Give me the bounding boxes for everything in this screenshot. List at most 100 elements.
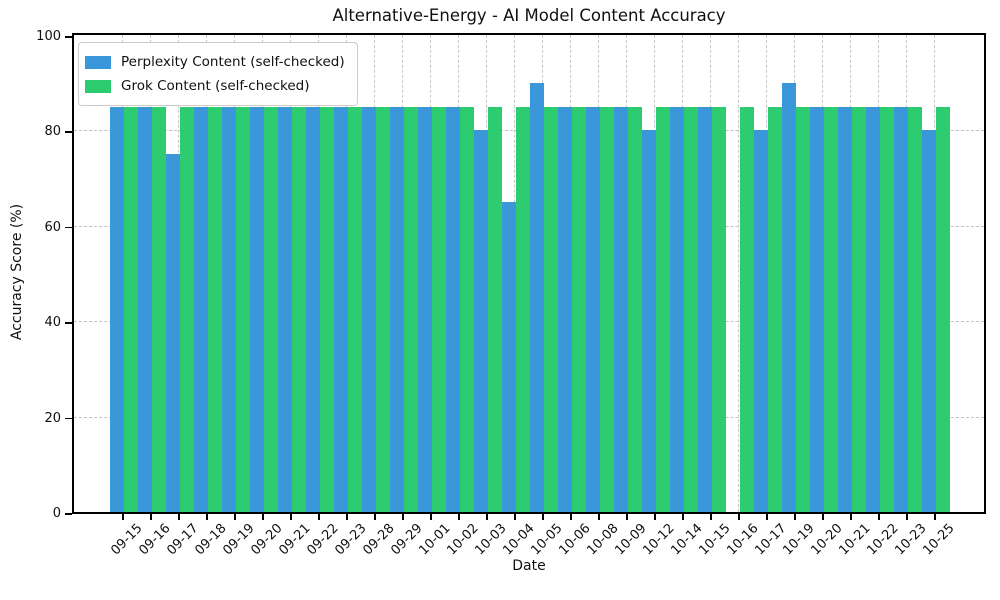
bar-grok bbox=[684, 106, 698, 512]
x-tick bbox=[766, 514, 768, 520]
x-tick bbox=[878, 514, 880, 520]
y-tick-label: 20 bbox=[44, 410, 61, 426]
bar-perplexity bbox=[110, 106, 124, 512]
x-tick bbox=[934, 514, 936, 520]
x-tick bbox=[206, 514, 208, 520]
y-tick bbox=[65, 513, 72, 515]
x-tick bbox=[234, 514, 236, 520]
bar-grok bbox=[768, 106, 782, 512]
x-axis-label: Date bbox=[512, 558, 546, 574]
bar-grok bbox=[824, 106, 838, 512]
legend-swatch-perplexity-icon bbox=[85, 55, 111, 69]
bar-perplexity bbox=[278, 106, 292, 512]
bar-perplexity bbox=[502, 201, 516, 512]
bar-grok bbox=[320, 106, 334, 512]
bar-grok bbox=[488, 106, 502, 512]
x-tick bbox=[402, 514, 404, 520]
x-tick bbox=[570, 514, 572, 520]
bar-grok bbox=[264, 106, 278, 512]
legend-item-perplexity: Perplexity Content (self-checked) bbox=[85, 50, 345, 74]
plot-area bbox=[72, 33, 986, 514]
bar-grok bbox=[124, 106, 138, 512]
bar-grok bbox=[404, 106, 418, 512]
legend-item-grok: Grok Content (self-checked) bbox=[85, 74, 345, 98]
x-tick bbox=[682, 514, 684, 520]
bar-perplexity bbox=[922, 130, 936, 512]
bar-perplexity bbox=[474, 130, 488, 512]
y-tick bbox=[65, 36, 72, 38]
bar-grok bbox=[376, 106, 390, 512]
bar-perplexity bbox=[698, 106, 712, 512]
x-tick bbox=[122, 514, 124, 520]
y-tick-label: 60 bbox=[44, 219, 61, 235]
bar-perplexity bbox=[838, 106, 852, 512]
legend-label-perplexity: Perplexity Content (self-checked) bbox=[121, 54, 345, 70]
x-tick bbox=[654, 514, 656, 520]
x-tick bbox=[374, 514, 376, 520]
y-axis-label: Accuracy Score (%) bbox=[9, 203, 25, 341]
bar-perplexity bbox=[138, 106, 152, 512]
x-tick bbox=[178, 514, 180, 520]
bar-perplexity bbox=[894, 106, 908, 512]
bar-perplexity bbox=[446, 106, 460, 512]
bar-perplexity bbox=[390, 106, 404, 512]
x-tick bbox=[486, 514, 488, 520]
x-tick bbox=[598, 514, 600, 520]
legend: Perplexity Content (self-checked) Grok C… bbox=[78, 42, 358, 106]
bar-perplexity bbox=[418, 106, 432, 512]
bar-grok bbox=[236, 106, 250, 512]
bar-perplexity bbox=[642, 130, 656, 512]
bar-perplexity bbox=[782, 82, 796, 512]
y-tick-label: 100 bbox=[36, 29, 61, 44]
bar-grok bbox=[936, 106, 950, 512]
x-tick bbox=[738, 514, 740, 520]
x-tick bbox=[514, 514, 516, 520]
bar-grok bbox=[516, 106, 530, 512]
y-tick-label: 0 bbox=[52, 506, 61, 521]
bar-grok bbox=[796, 106, 810, 512]
bar-perplexity bbox=[362, 106, 376, 512]
x-gridline bbox=[738, 35, 739, 512]
bar-perplexity bbox=[222, 106, 236, 512]
bar-grok bbox=[180, 106, 194, 512]
x-tick bbox=[318, 514, 320, 520]
x-tick bbox=[290, 514, 292, 520]
bar-grok bbox=[292, 106, 306, 512]
bar-grok bbox=[460, 106, 474, 512]
bar-grok bbox=[908, 106, 922, 512]
x-tick bbox=[822, 514, 824, 520]
bar-perplexity bbox=[194, 106, 208, 512]
bar-perplexity bbox=[614, 106, 628, 512]
bar-perplexity bbox=[670, 106, 684, 512]
bar-grok bbox=[740, 106, 754, 512]
bar-grok bbox=[432, 106, 446, 512]
x-tick bbox=[346, 514, 348, 520]
bar-perplexity bbox=[810, 106, 824, 512]
bar-grok bbox=[572, 106, 586, 512]
bar-grok bbox=[348, 106, 362, 512]
bar-grok bbox=[712, 106, 726, 512]
y-tick-label: 80 bbox=[44, 124, 61, 140]
chart-title: Alternative-Energy - AI Model Content Ac… bbox=[332, 6, 726, 25]
x-tick bbox=[542, 514, 544, 520]
bar-perplexity bbox=[586, 106, 600, 512]
legend-label-grok: Grok Content (self-checked) bbox=[121, 78, 310, 94]
bar-perplexity bbox=[306, 106, 320, 512]
bar-grok bbox=[880, 106, 894, 512]
bar-grok bbox=[656, 106, 670, 512]
bar-perplexity bbox=[754, 130, 768, 512]
x-tick bbox=[458, 514, 460, 520]
x-tick bbox=[794, 514, 796, 520]
x-tick bbox=[906, 514, 908, 520]
x-tick bbox=[430, 514, 432, 520]
bar-grok bbox=[208, 106, 222, 512]
y-tick bbox=[65, 322, 72, 324]
y-tick bbox=[65, 417, 72, 420]
bar-grok bbox=[628, 106, 642, 512]
bar-grok bbox=[544, 106, 558, 512]
bar-perplexity bbox=[530, 82, 544, 512]
x-tick bbox=[262, 514, 264, 520]
x-tick bbox=[710, 514, 712, 520]
bar-perplexity bbox=[166, 154, 180, 512]
